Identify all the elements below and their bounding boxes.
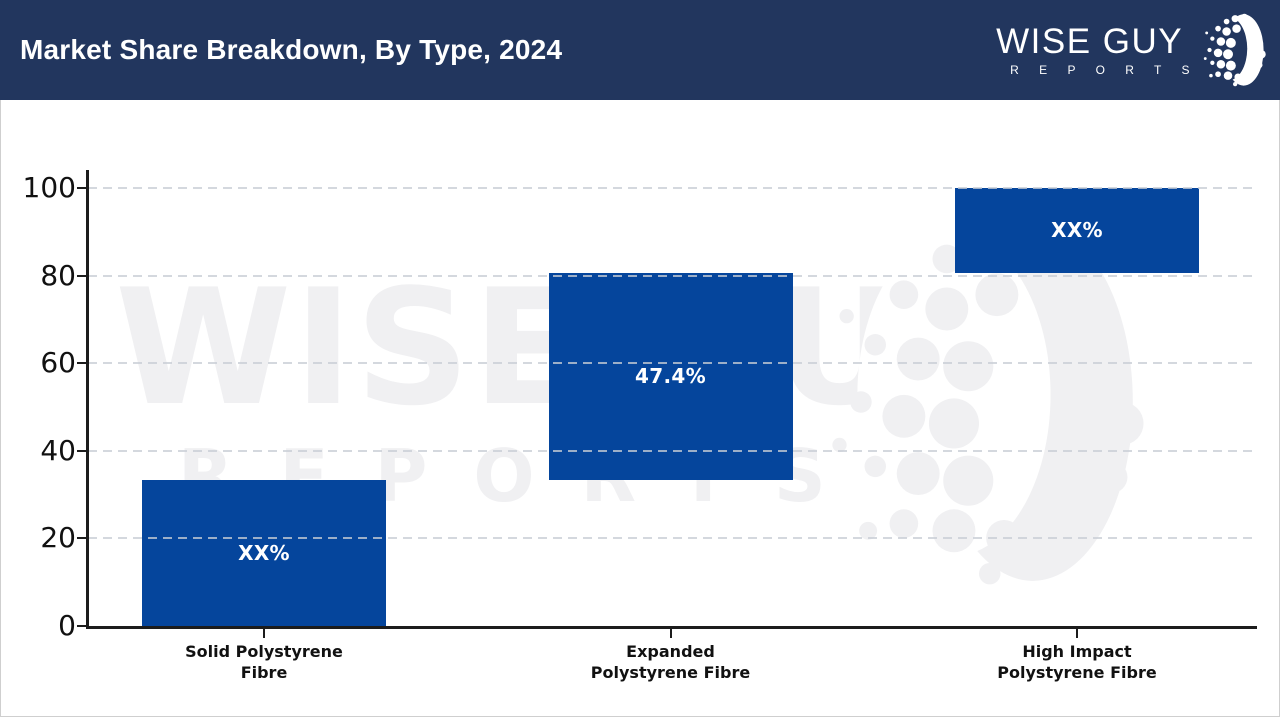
x-axis <box>86 626 1257 629</box>
y-tick-100 <box>77 187 86 189</box>
gridline-100 <box>88 187 1255 189</box>
page-title: Market Share Breakdown, By Type, 2024 <box>20 34 563 65</box>
y-tick-20 <box>77 537 86 540</box>
gridline-40 <box>88 449 1255 452</box>
bar-value-label: 47.4% <box>635 364 706 389</box>
y-tick-80 <box>77 274 86 277</box>
bar-value-label: XX% <box>1051 218 1103 243</box>
x-tick-2 <box>1076 628 1078 638</box>
gridline-80 <box>88 274 1255 277</box>
bar-0: XX% <box>142 480 386 626</box>
logo-wordmark: WISE GUY <box>996 22 1184 61</box>
y-tick-label-0: 0 <box>58 609 76 642</box>
watermark-face-icon <box>832 219 1144 585</box>
gridline-60 <box>88 362 1255 365</box>
header-bar: Market Share Breakdown, By Type, 2024 WI… <box>0 0 1280 100</box>
logo-text: WISE GUY R E P O R T S <box>996 24 1198 76</box>
y-tick-label-80: 80 <box>40 258 76 292</box>
x-tick-1 <box>669 628 672 638</box>
y-tick-label-100: 100 <box>22 171 76 204</box>
bar-value-label: XX% <box>238 541 290 566</box>
wiseguy-face-icon <box>1203 13 1266 87</box>
wiseguy-logo: WISE GUY R E P O R T S <box>996 12 1266 88</box>
gridline-20 <box>88 537 1255 540</box>
logo-subtitle: R E P O R T S <box>1010 63 1198 77</box>
y-tick-label-20: 20 <box>40 521 76 555</box>
y-tick-label-60: 60 <box>40 346 76 380</box>
category-label-0: Solid Polystyrene Fibre <box>185 642 343 682</box>
y-tick-40 <box>77 449 86 452</box>
category-label-2: High Impact Polystyrene Fibre <box>997 642 1157 682</box>
y-tick-0 <box>77 625 86 627</box>
y-axis <box>86 170 89 629</box>
bar-2: XX% <box>955 188 1199 273</box>
y-tick-label-40: 40 <box>40 433 76 467</box>
x-tick-0 <box>263 628 265 638</box>
bar-1: 47.4% <box>548 272 793 481</box>
y-tick-60 <box>77 362 86 365</box>
category-label-1: Expanded Polystyrene Fibre <box>590 642 751 682</box>
